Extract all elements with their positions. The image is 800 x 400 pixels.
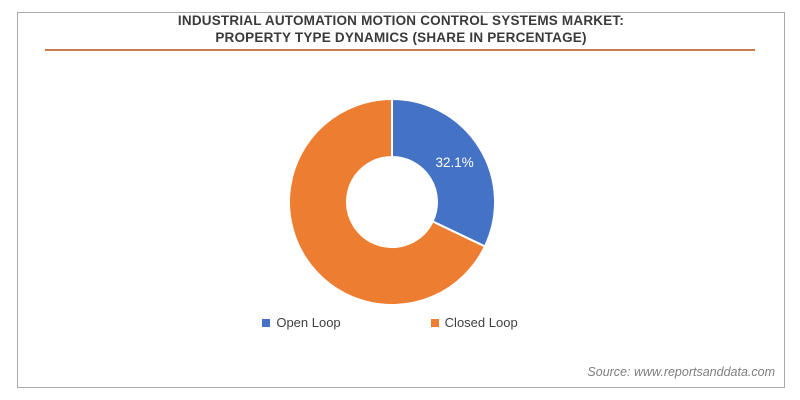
legend-swatch-closed-loop	[430, 318, 439, 327]
slice-open-loop[interactable]	[391, 98, 496, 248]
chart-title-line-2: PROPERTY TYPE DYNAMICS (SHARE IN PERCENT…	[215, 29, 587, 45]
slice-closed-loop[interactable]	[288, 98, 486, 306]
legend-item-closed-loop[interactable]: Closed Loop	[430, 315, 518, 330]
title-divider	[45, 49, 755, 51]
legend-label-open-loop: Open Loop	[276, 315, 341, 330]
data-label-open-loop: 32.1%	[435, 155, 473, 170]
legend-swatch-open-loop	[262, 318, 271, 327]
chart-title-line-1: INDUSTRIAL AUTOMATION MOTION CONTROL SYS…	[177, 13, 625, 28]
chart-title: INDUSTRIAL AUTOMATION MOTION CONTROL SYS…	[17, 13, 785, 46]
source-text: Source: www.reportsanddata.com	[587, 365, 775, 379]
chart-frame	[17, 12, 785, 388]
legend-label-closed-loop: Closed Loop	[444, 315, 518, 330]
legend: Open Loop Closed Loop	[6, 315, 774, 330]
donut-chart: 32.1%	[288, 98, 496, 306]
legend-item-open-loop[interactable]: Open Loop	[262, 315, 341, 330]
